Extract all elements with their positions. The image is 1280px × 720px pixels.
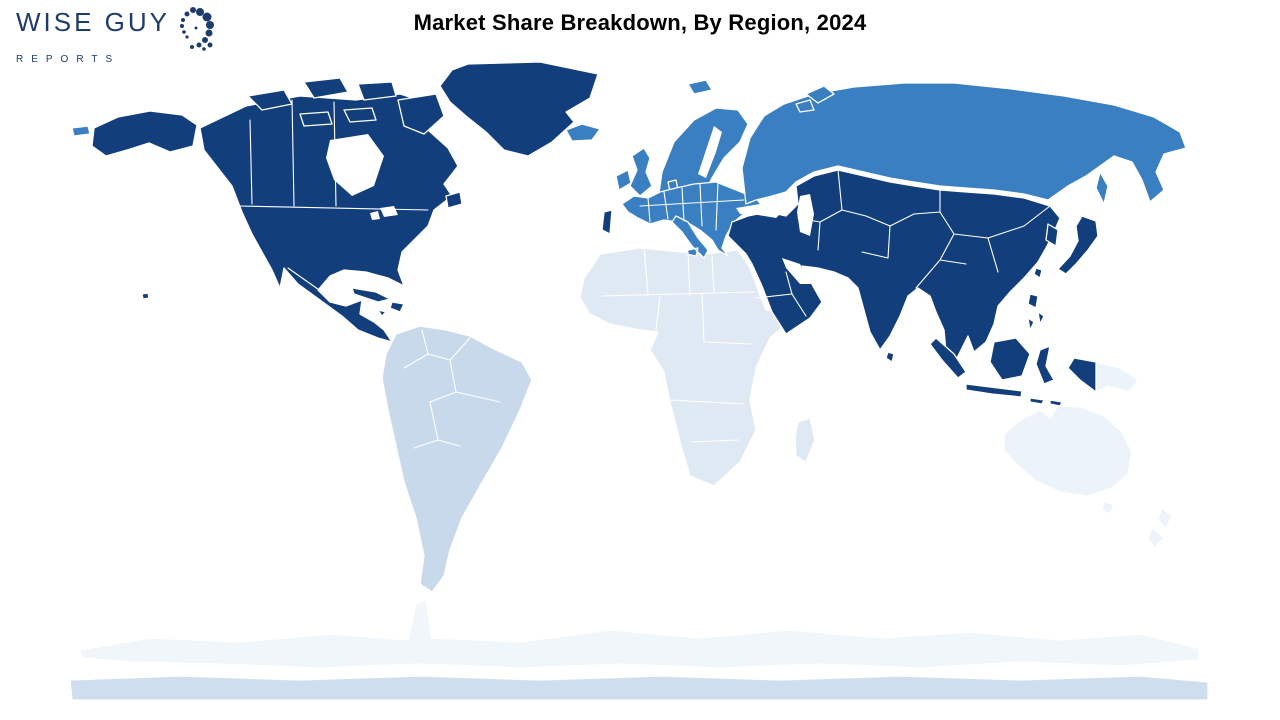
region-japan — [1057, 215, 1099, 275]
region-sakhalin — [1095, 171, 1109, 205]
region-new-guinea-east — [1095, 361, 1139, 393]
region-new-zealand — [1147, 507, 1173, 549]
region-alaska — [91, 110, 198, 157]
region-asia — [727, 169, 1061, 369]
region-philippines — [1027, 293, 1045, 331]
region-indonesia — [929, 337, 1097, 407]
region-taiwan — [1033, 267, 1043, 279]
region-newfoundland — [445, 191, 463, 209]
region-south-america — [381, 325, 533, 593]
region-africa — [579, 247, 799, 487]
region-russia — [741, 82, 1187, 205]
region-arctic-islands-eurasia — [687, 79, 835, 113]
region-australia — [1003, 405, 1133, 497]
region-aleutians — [71, 125, 91, 137]
region-antarctic-band — [69, 675, 1209, 701]
region-madagascar — [794, 417, 816, 463]
country-borders — [237, 99, 1051, 449]
region-tasmania — [1101, 501, 1115, 515]
region-antarctica — [79, 599, 1201, 669]
region-sri-lanka — [885, 351, 895, 363]
region-iceland — [565, 123, 601, 142]
wise-guy-reports-logo: WISE GUY — [16, 7, 218, 65]
region-caribbean — [351, 287, 405, 317]
logo-wordmark: WISE GUY — [16, 7, 171, 37]
region-italy — [671, 215, 709, 259]
region-greenland — [439, 61, 599, 157]
chart-title: Market Share Breakdown, By Region, 2024 — [413, 10, 867, 35]
region-korea — [1045, 223, 1059, 247]
region-hawaii — [141, 292, 150, 300]
logo-subtitle: REPORTS — [16, 54, 121, 65]
region-portugal — [601, 209, 613, 235]
logo-head-dots-icon — [180, 7, 215, 51]
region-north-america — [199, 93, 459, 343]
